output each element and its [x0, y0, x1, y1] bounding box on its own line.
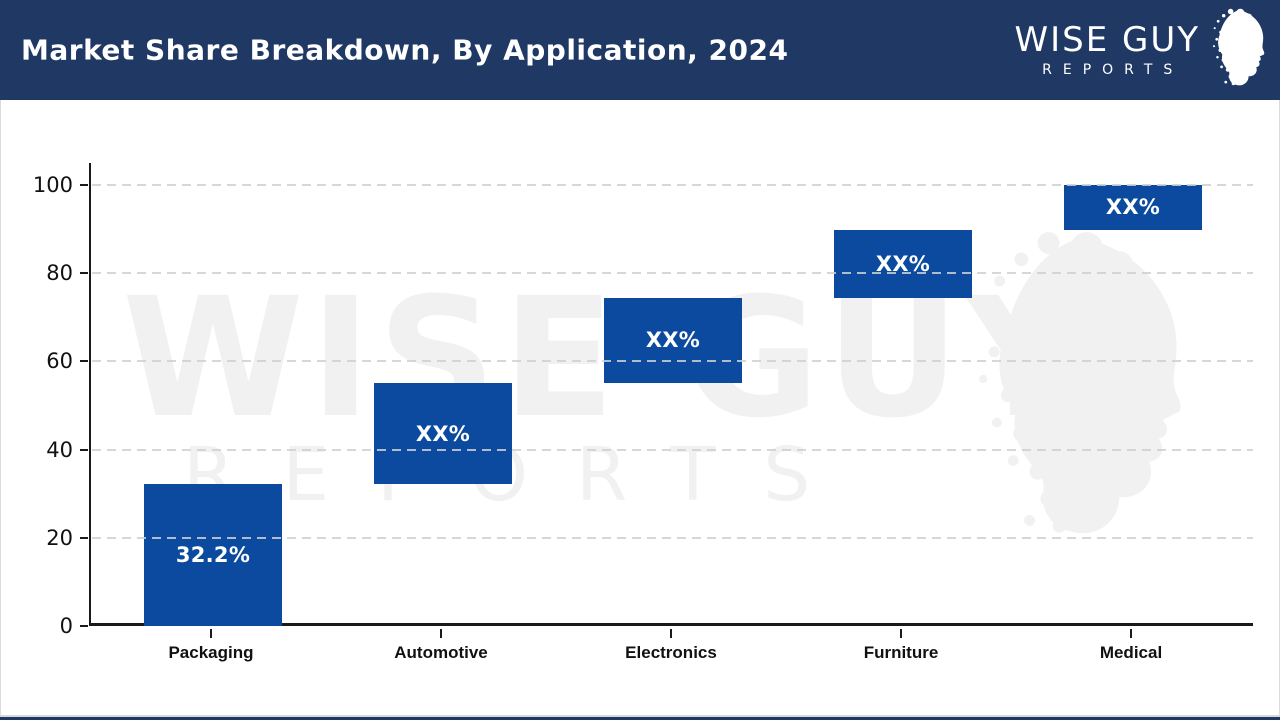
x-axis-tick: [440, 629, 442, 638]
x-axis-tick: [670, 629, 672, 638]
chart-title: Market Share Breakdown, By Application, …: [21, 33, 789, 67]
gridline-80: [92, 272, 1253, 275]
y-axis-tick: [80, 360, 88, 363]
y-axis-label-20: 20: [46, 525, 73, 550]
logo-text: WISE GUY REPORTS: [1014, 20, 1200, 78]
bar-value-label: XX%: [1105, 195, 1161, 220]
bar-furniture: XX%: [834, 229, 972, 298]
footer-hairline: [0, 715, 1280, 717]
bar-value-label: XX%: [875, 251, 931, 276]
x-axis-tick: [1130, 629, 1132, 638]
footer-accent-bar: [0, 717, 1280, 720]
y-axis-label-0: 0: [59, 614, 73, 638]
gridline-20: [92, 536, 1253, 539]
gridline-60: [92, 360, 1253, 363]
y-axis-tick: [80, 625, 88, 627]
x-axis-label-packaging: Packaging: [168, 643, 254, 662]
bar-value-label: XX%: [415, 421, 471, 446]
gridline-100: [92, 184, 1253, 187]
y-axis-label-60: 60: [46, 349, 73, 374]
y-axis-label-40: 40: [46, 437, 73, 462]
bar-automotive: XX%: [374, 383, 512, 484]
logo-head-icon: [1212, 8, 1265, 86]
logo-reports-label: REPORTS: [1042, 62, 1184, 78]
x-axis-label-electronics: Electronics: [625, 643, 717, 662]
gridline-40: [92, 448, 1253, 451]
y-axis-label-100: 100: [32, 173, 73, 198]
x-axis-label-automotive: Automotive: [394, 643, 488, 662]
bar-packaging: 32.2%: [144, 484, 282, 626]
bar-electronics: XX%: [604, 297, 742, 384]
y-axis-tick: [80, 184, 88, 187]
header-banner: Market Share Breakdown, By Application, …: [0, 0, 1280, 100]
wise-guy-reports-logo: WISE GUY REPORTS: [1008, 4, 1268, 96]
x-axis-tick: [900, 629, 902, 638]
y-axis-tick: [80, 536, 88, 539]
logo-wiseguy-label: WISE GUY: [1014, 20, 1200, 60]
x-axis-tick: [210, 629, 212, 638]
y-axis-label-80: 80: [46, 261, 73, 286]
x-axis-label-medical: Medical: [1099, 643, 1163, 662]
bar-medical: XX%: [1064, 185, 1202, 230]
bar-value-label: 32.2%: [175, 542, 251, 567]
plot-area: 32.2% XX% XX% XX% XX%: [89, 163, 1253, 626]
x-axis-label-furniture: Furniture: [863, 643, 939, 662]
y-axis-tick: [80, 272, 88, 275]
bar-value-label: XX%: [645, 328, 701, 353]
y-axis-tick: [80, 448, 88, 451]
